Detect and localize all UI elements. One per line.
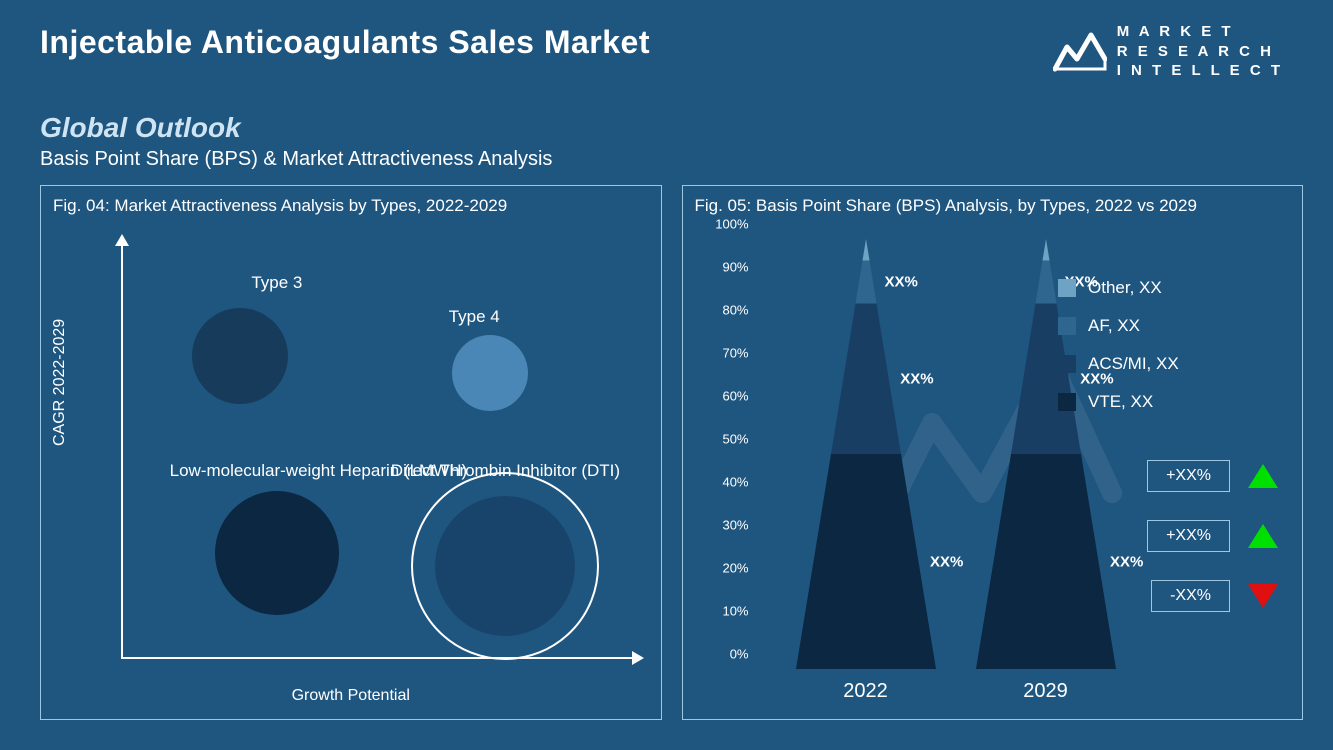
cone-segment	[1042, 239, 1049, 261]
cone-mark: XX%	[900, 370, 933, 387]
legend-row: ACS/MI, XX	[1058, 354, 1278, 374]
bps-panel: Fig. 05: Basis Point Share (BPS) Analysi…	[682, 185, 1304, 720]
y-tick: 90%	[701, 260, 749, 275]
y-tick: 70%	[701, 346, 749, 361]
bps-plot-area: 0%10%20%30%40%50%60%70%80%90%100% XX%XX%…	[701, 228, 1293, 709]
x-axis-label: Growth Potential	[41, 687, 661, 705]
legend-label: Other, XX	[1088, 278, 1162, 298]
arrow-up-icon	[1248, 464, 1278, 488]
y-tick: 0%	[701, 647, 749, 662]
global-outlook-label: Global Outlook	[40, 112, 1293, 144]
legend-row: VTE, XX	[1058, 392, 1278, 412]
subheader: Global Outlook Basis Point Share (BPS) &…	[0, 100, 1333, 171]
brand-logo: M A R K E T R E S E A R C H I N T E L L …	[1053, 22, 1283, 81]
change-indicator: -XX%	[1058, 580, 1278, 612]
y-tick: 20%	[701, 561, 749, 576]
y-tick: 80%	[701, 303, 749, 318]
bubble-label: Direct Thrombin Inhibitor (DTI)	[391, 461, 620, 481]
cone-x-label: 2022	[843, 680, 888, 703]
cone-mark: XX%	[930, 553, 963, 570]
cone-segment	[862, 239, 869, 261]
change-value: -XX%	[1151, 580, 1230, 612]
y-tick: 40%	[701, 475, 749, 490]
cone-x-label: 2029	[1023, 680, 1068, 703]
legend-row: AF, XX	[1058, 316, 1278, 336]
legend-swatch-icon	[1058, 355, 1076, 373]
change-indicator: +XX%	[1058, 460, 1278, 492]
y-tick: 30%	[701, 518, 749, 533]
change-value: +XX%	[1147, 520, 1230, 552]
bubble-plot-area: Type 3Type 4Low-molecular-weight Heparin…	[121, 236, 641, 664]
bubble-label: Type 4	[449, 307, 500, 327]
cone-segment	[855, 261, 876, 304]
y-tick: 10%	[701, 604, 749, 619]
bps-subtitle: Basis Point Share (BPS) & Market Attract…	[40, 148, 1293, 171]
legend-label: AF, XX	[1088, 316, 1140, 336]
logo-text-line: I N T E L L E C T	[1117, 61, 1283, 81]
cone-svg	[796, 239, 936, 669]
cone-segment	[1035, 261, 1056, 304]
fig04-title: Fig. 04: Market Attractiveness Analysis …	[41, 186, 661, 222]
legend-swatch-icon	[1058, 317, 1076, 335]
legend-label: VTE, XX	[1088, 392, 1153, 412]
cone-mark: XX%	[885, 274, 918, 291]
legend-swatch-icon	[1058, 393, 1076, 411]
bubble	[435, 496, 575, 636]
fig05-title: Fig. 05: Basis Point Share (BPS) Analysi…	[683, 186, 1303, 222]
y-axis-label: CAGR 2022-2029	[51, 319, 69, 446]
header: Injectable Anticoagulants Sales Market M…	[0, 0, 1333, 100]
cone-segment	[831, 304, 901, 455]
logo-mark-icon	[1053, 29, 1107, 73]
bubble	[215, 491, 339, 615]
cone: XX%XX%XX%	[796, 239, 936, 669]
legend-swatch-icon	[1058, 279, 1076, 297]
arrow-down-icon	[1248, 584, 1278, 608]
logo-text-line: M A R K E T	[1117, 22, 1283, 42]
legend-row: Other, XX	[1058, 278, 1278, 298]
legend-label: ACS/MI, XX	[1088, 354, 1179, 374]
attractiveness-panel: Fig. 04: Market Attractiveness Analysis …	[40, 185, 662, 720]
change-value: +XX%	[1147, 460, 1230, 492]
logo-text-line: R E S E A R C H	[1117, 42, 1283, 62]
arrow-up-icon	[1248, 524, 1278, 548]
y-tick: 100%	[701, 217, 749, 232]
bps-legend: Other, XX AF, XX ACS/MI, XX VTE, XX +XX% +XX%…	[1058, 278, 1278, 640]
change-indicator: +XX%	[1058, 520, 1278, 552]
bubble	[452, 335, 528, 411]
bubble	[192, 308, 288, 404]
bps-y-axis: 0%10%20%30%40%50%60%70%80%90%100%	[701, 228, 751, 669]
cone-segment	[796, 454, 936, 669]
panels-row: Fig. 04: Market Attractiveness Analysis …	[0, 171, 1333, 720]
logo-text: M A R K E T R E S E A R C H I N T E L L …	[1117, 22, 1283, 81]
y-tick: 60%	[701, 389, 749, 404]
y-tick: 50%	[701, 432, 749, 447]
bubble-label: Type 3	[251, 273, 302, 293]
